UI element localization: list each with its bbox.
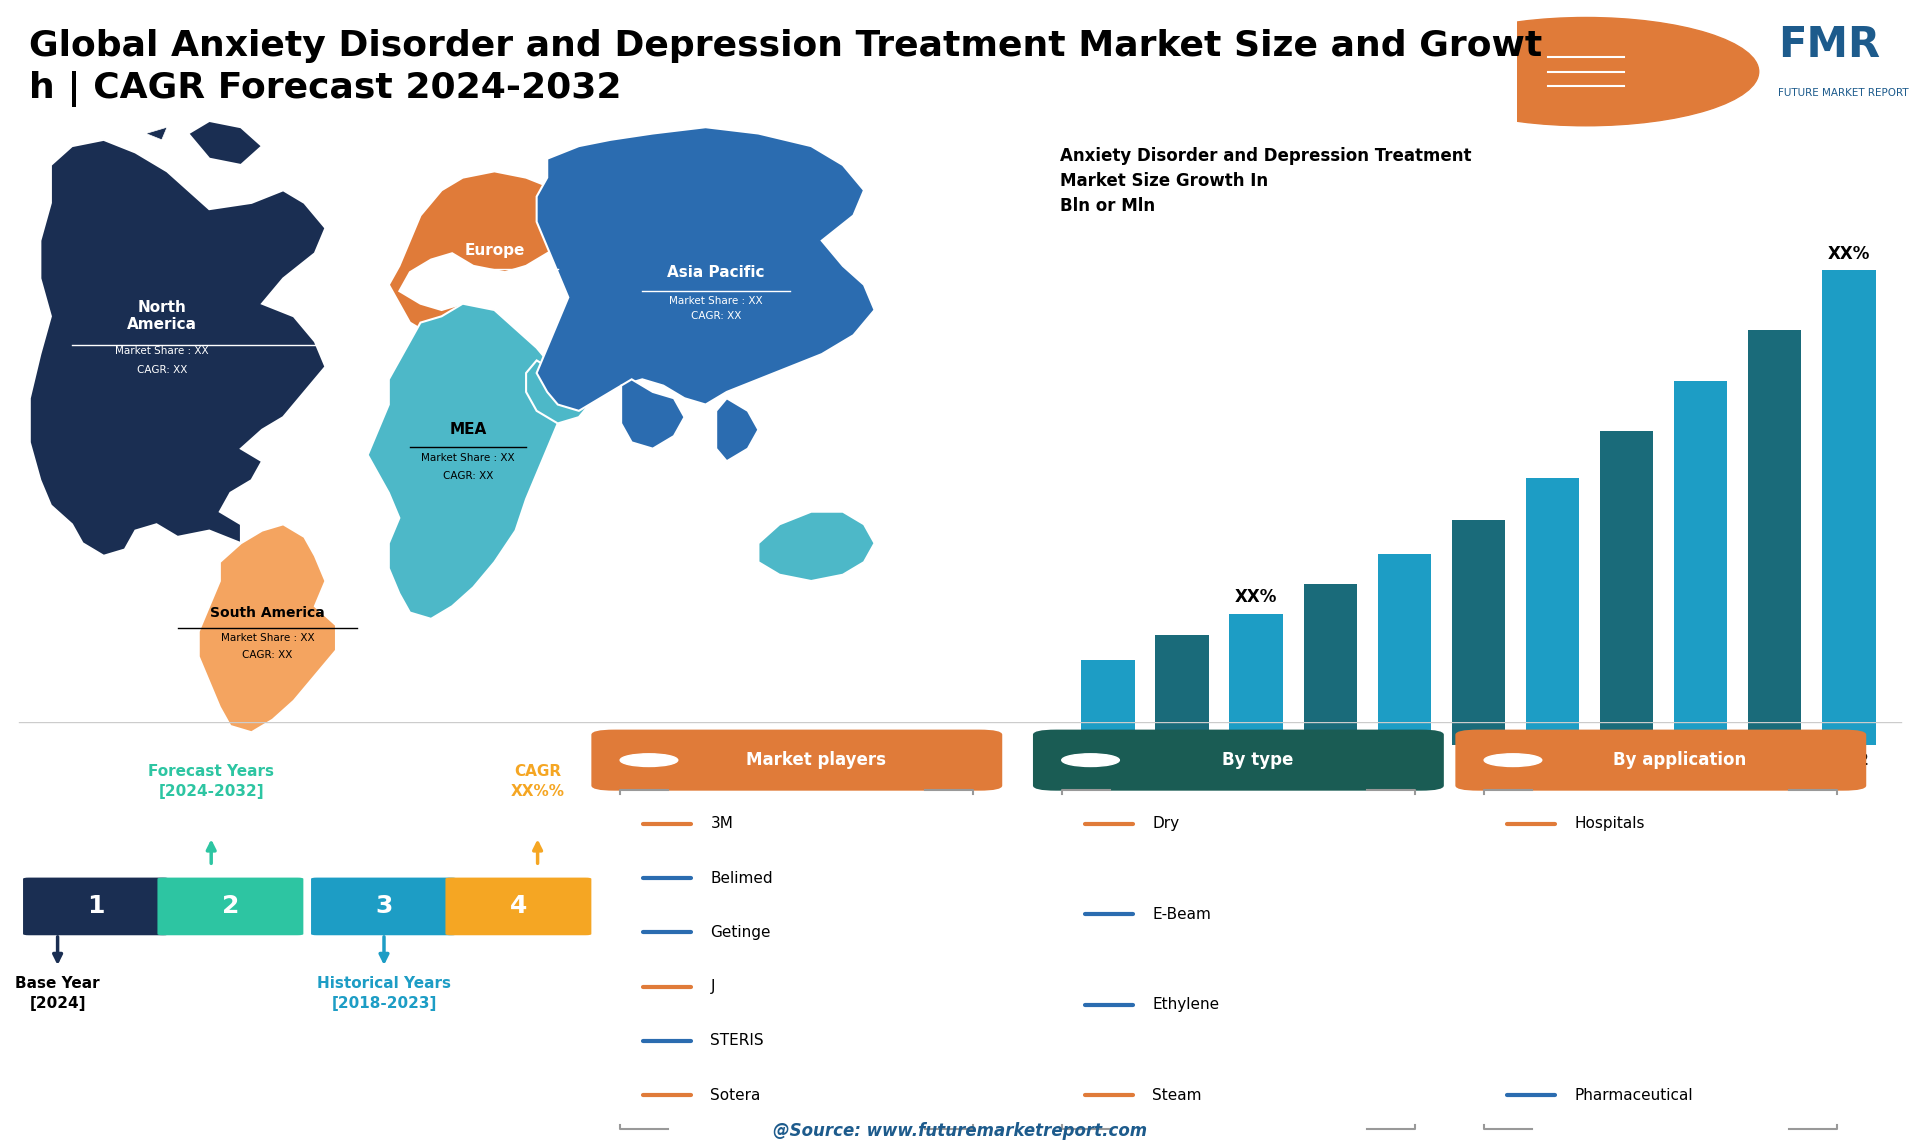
Text: Hospitals: Hospitals	[1574, 816, 1645, 831]
Polygon shape	[758, 511, 876, 581]
Text: Dry: Dry	[1152, 816, 1179, 831]
Circle shape	[1484, 754, 1542, 767]
Circle shape	[620, 754, 678, 767]
Text: J: J	[710, 979, 714, 994]
Polygon shape	[526, 360, 589, 423]
Text: Market Share : XX: Market Share : XX	[670, 296, 762, 306]
Bar	[1822, 270, 1876, 745]
Bar	[1081, 660, 1135, 745]
Text: @Source: www.futuremarketreport.com: @Source: www.futuremarketreport.com	[774, 1122, 1146, 1139]
Text: By application: By application	[1613, 751, 1747, 769]
Text: Getinge: Getinge	[710, 925, 772, 940]
Polygon shape	[146, 127, 167, 140]
Text: North
America: North America	[127, 300, 196, 332]
Text: By type: By type	[1221, 751, 1294, 769]
Text: Market Share : XX: Market Share : XX	[221, 633, 315, 643]
Text: South America: South America	[209, 605, 324, 620]
Text: E-Beam: E-Beam	[1152, 906, 1212, 921]
Text: Anxiety Disorder and Depression Treatment
Market Size Growth In
Bln or Mln: Anxiety Disorder and Depression Treatmen…	[1060, 147, 1471, 215]
Text: 3: 3	[374, 894, 394, 918]
Polygon shape	[622, 379, 685, 448]
Text: Market Share : XX: Market Share : XX	[115, 346, 209, 356]
Text: CAGR
XX%%: CAGR XX%%	[511, 764, 564, 799]
FancyBboxPatch shape	[157, 878, 303, 935]
Text: STERIS: STERIS	[710, 1034, 764, 1049]
Bar	[1674, 380, 1728, 745]
Text: CAGR: XX: CAGR: XX	[468, 290, 520, 299]
FancyBboxPatch shape	[1033, 730, 1444, 791]
Text: Belimed: Belimed	[710, 871, 774, 886]
FancyBboxPatch shape	[591, 730, 1002, 791]
Bar	[1747, 330, 1801, 745]
Text: Steam: Steam	[1152, 1088, 1202, 1102]
Polygon shape	[31, 140, 324, 556]
Text: Market Share : XX: Market Share : XX	[447, 274, 541, 283]
Text: Ethylene: Ethylene	[1152, 997, 1219, 1012]
Bar	[1156, 635, 1210, 745]
Text: XX%: XX%	[1235, 588, 1277, 606]
Bar	[1304, 584, 1357, 745]
FancyBboxPatch shape	[1455, 730, 1866, 791]
Text: FUTURE MARKET REPORT: FUTURE MARKET REPORT	[1778, 88, 1908, 99]
Text: 2: 2	[221, 894, 240, 918]
Polygon shape	[538, 127, 876, 410]
Circle shape	[1413, 17, 1759, 126]
Text: Historical Years
[2018-2023]: Historical Years [2018-2023]	[317, 976, 451, 1011]
FancyBboxPatch shape	[311, 878, 457, 935]
Text: CAGR: XX: CAGR: XX	[444, 471, 493, 481]
Bar	[1452, 520, 1505, 745]
Text: Forecast Years
[2024-2032]: Forecast Years [2024-2032]	[148, 764, 275, 799]
FancyBboxPatch shape	[23, 878, 169, 935]
Text: Asia Pacific: Asia Pacific	[668, 265, 764, 280]
Circle shape	[1062, 754, 1119, 767]
Polygon shape	[188, 120, 261, 165]
Polygon shape	[716, 398, 758, 461]
Text: FMR: FMR	[1778, 24, 1880, 66]
Text: Market players: Market players	[747, 751, 885, 769]
Text: CAGR: XX: CAGR: XX	[136, 366, 186, 375]
Text: CAGR: XX: CAGR: XX	[691, 312, 741, 321]
Polygon shape	[388, 171, 589, 342]
Bar	[1526, 478, 1578, 745]
Bar	[1379, 555, 1430, 745]
Polygon shape	[369, 304, 568, 619]
Text: Base Year
[2024]: Base Year [2024]	[15, 976, 100, 1011]
Text: 4: 4	[509, 894, 528, 918]
Bar	[1229, 613, 1283, 745]
Text: 3M: 3M	[710, 816, 733, 831]
Text: Market Share : XX: Market Share : XX	[420, 454, 515, 463]
Text: 1: 1	[86, 894, 106, 918]
Text: XX%: XX%	[1828, 245, 1870, 262]
Text: Europe: Europe	[465, 243, 524, 258]
Bar	[1599, 431, 1653, 745]
Text: Global Anxiety Disorder and Depression Treatment Market Size and Growt
h | CAGR : Global Anxiety Disorder and Depression T…	[29, 29, 1542, 107]
Text: Sotera: Sotera	[710, 1088, 760, 1102]
Polygon shape	[200, 524, 336, 732]
Text: MEA: MEA	[449, 422, 486, 438]
Text: Pharmaceutical: Pharmaceutical	[1574, 1088, 1693, 1102]
FancyBboxPatch shape	[445, 878, 591, 935]
Text: CAGR: XX: CAGR: XX	[242, 650, 292, 660]
